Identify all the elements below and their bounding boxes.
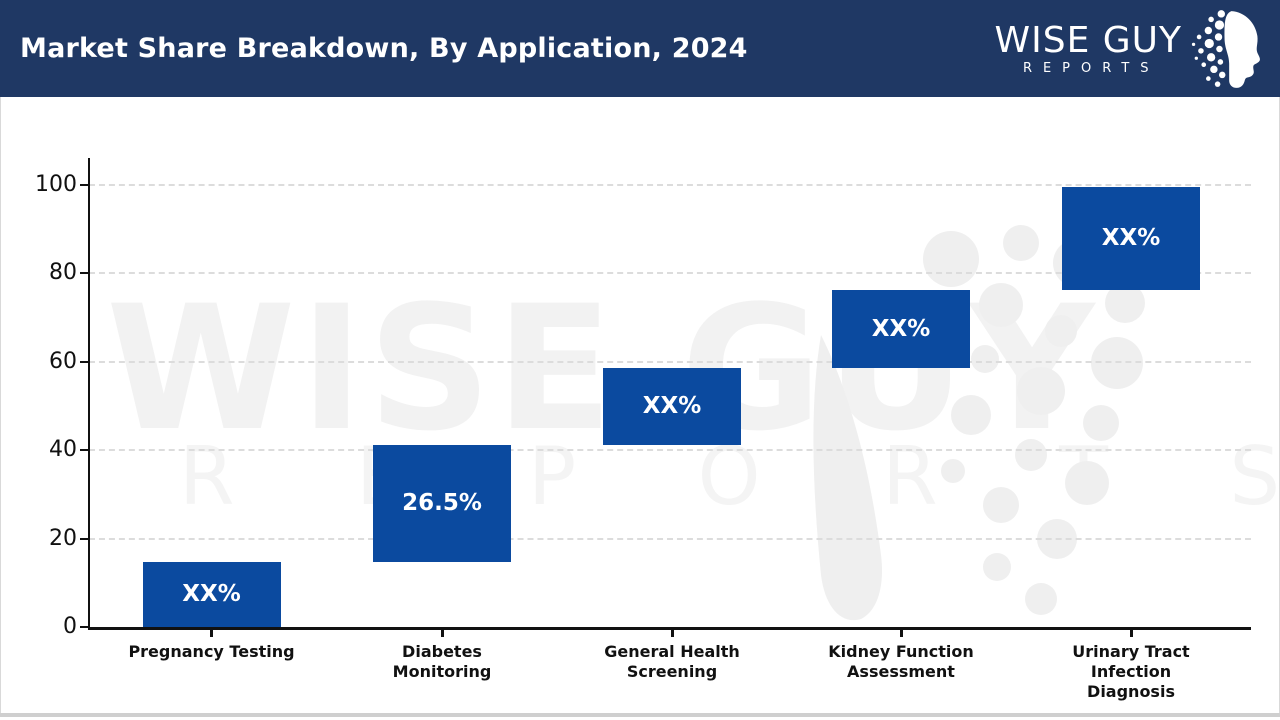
category-label: Pregnancy Testing <box>128 642 295 661</box>
y-tick-mark-60 <box>80 360 88 363</box>
gridline-20 <box>89 537 1251 540</box>
x-tick-mark-1 <box>210 630 213 637</box>
y-tick-label-60: 60 <box>49 348 77 374</box>
y-tick-mark-20 <box>80 537 88 540</box>
bar-value-label: XX% <box>642 393 702 420</box>
category-label: Diabetes Monitoring <box>392 642 492 681</box>
chart-canvas: WISE GUY R E P O R T S <box>0 97 1280 713</box>
y-tick-label-80: 80 <box>49 260 77 285</box>
logo-brand-subtitle: REPORTS <box>1022 60 1160 76</box>
y-tick-mark-100 <box>80 183 88 186</box>
header-bar: Market Share Breakdown, By Application, … <box>0 0 1280 97</box>
y-tick-mark-0 <box>80 626 88 628</box>
logo-brand-name: WISE GUY <box>994 19 1182 61</box>
x-tick-mark-3 <box>670 630 674 637</box>
x-tick-mark-5 <box>1129 630 1133 637</box>
x-tick-mark-4 <box>899 630 903 637</box>
y-tick-mark-80 <box>80 272 88 274</box>
bar-value-label: 26.5% <box>402 490 482 517</box>
y-axis-line <box>88 158 90 630</box>
y-tick-label-0: 0 <box>63 614 77 639</box>
wiseguy-logo-text: WISE GUY REPORTS <box>994 19 1183 76</box>
gridline-80 <box>89 272 1251 274</box>
x-tick-mark-2 <box>440 630 444 637</box>
gridline-100 <box>89 183 1251 186</box>
page-title: Market Share Breakdown, By Application, … <box>20 33 748 64</box>
bar-4: XX% <box>832 290 970 368</box>
category-label: General Health Screening <box>604 642 740 681</box>
bar-2: 26.5% <box>373 444 511 562</box>
face-profile-dots-icon <box>1191 9 1260 88</box>
bar-3: XX% <box>603 367 741 445</box>
wiseguy-logo: WISE GUY REPORTS <box>995 6 1263 92</box>
bar-value-label: XX% <box>1101 225 1161 252</box>
bottom-edge-strip <box>0 713 1280 717</box>
bar-value-label: XX% <box>182 581 241 608</box>
category-label: Urinary Tract Infection Diagnosis <box>1072 642 1190 701</box>
y-tick-label-40: 40 <box>49 437 77 462</box>
y-tick-mark-40 <box>80 449 88 451</box>
y-tick-label-20: 20 <box>49 525 77 551</box>
bar-5: XX% <box>1062 186 1200 291</box>
x-axis-line <box>88 627 1251 630</box>
category-label: Kidney Function Assessment <box>828 642 974 681</box>
gridline-60 <box>89 360 1251 363</box>
bar-value-label: XX% <box>871 315 931 342</box>
y-tick-label-100: 100 <box>35 171 77 197</box>
bar-1: XX% <box>142 561 281 627</box>
gridline-40 <box>89 449 1251 451</box>
